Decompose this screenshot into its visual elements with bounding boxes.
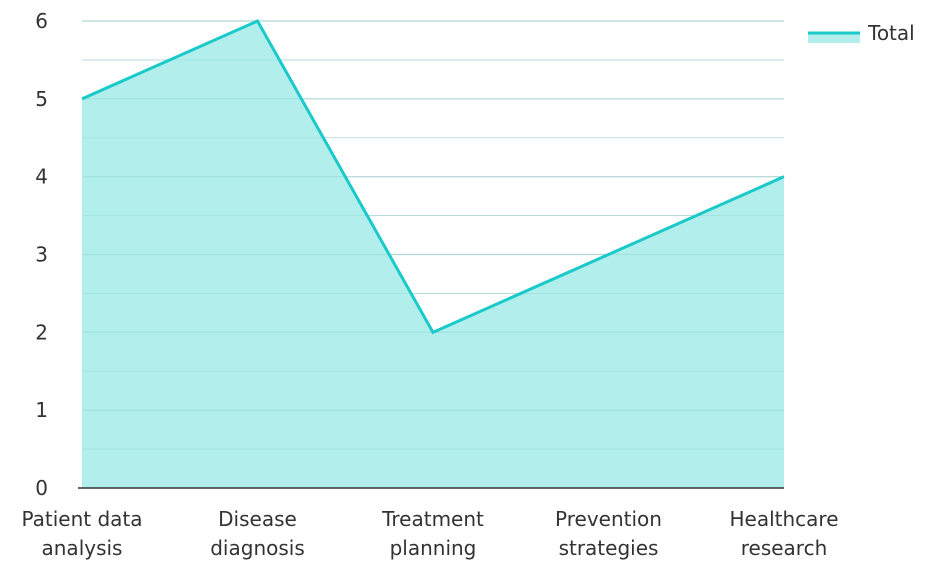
x-tick-label: Healthcare research [729,507,838,560]
legend-swatch-total [808,33,860,43]
x-tick-label: Patient data analysis [21,507,142,560]
y-axis-ticks: 0 1 2 3 4 5 6 [35,9,48,500]
y-tick-label: 3 [35,243,48,267]
x-tick-label: Disease diagnosis [210,507,305,560]
x-axis-ticks: Patient data analysis Disease diagnosis Trea… [21,507,838,560]
x-tick-label: Prevention strategies [555,507,662,560]
y-tick-label: 2 [35,320,48,344]
x-tick-label: Treatment planning [381,507,484,560]
y-tick-label: 4 [35,165,48,189]
legend: Total [808,21,915,45]
legend-label-total: Total [867,21,915,45]
y-tick-label: 5 [35,87,48,111]
y-tick-label: 0 [35,476,48,500]
y-tick-label: 6 [35,9,48,33]
y-tick-label: 1 [35,398,48,422]
plot-area [81,19,785,488]
